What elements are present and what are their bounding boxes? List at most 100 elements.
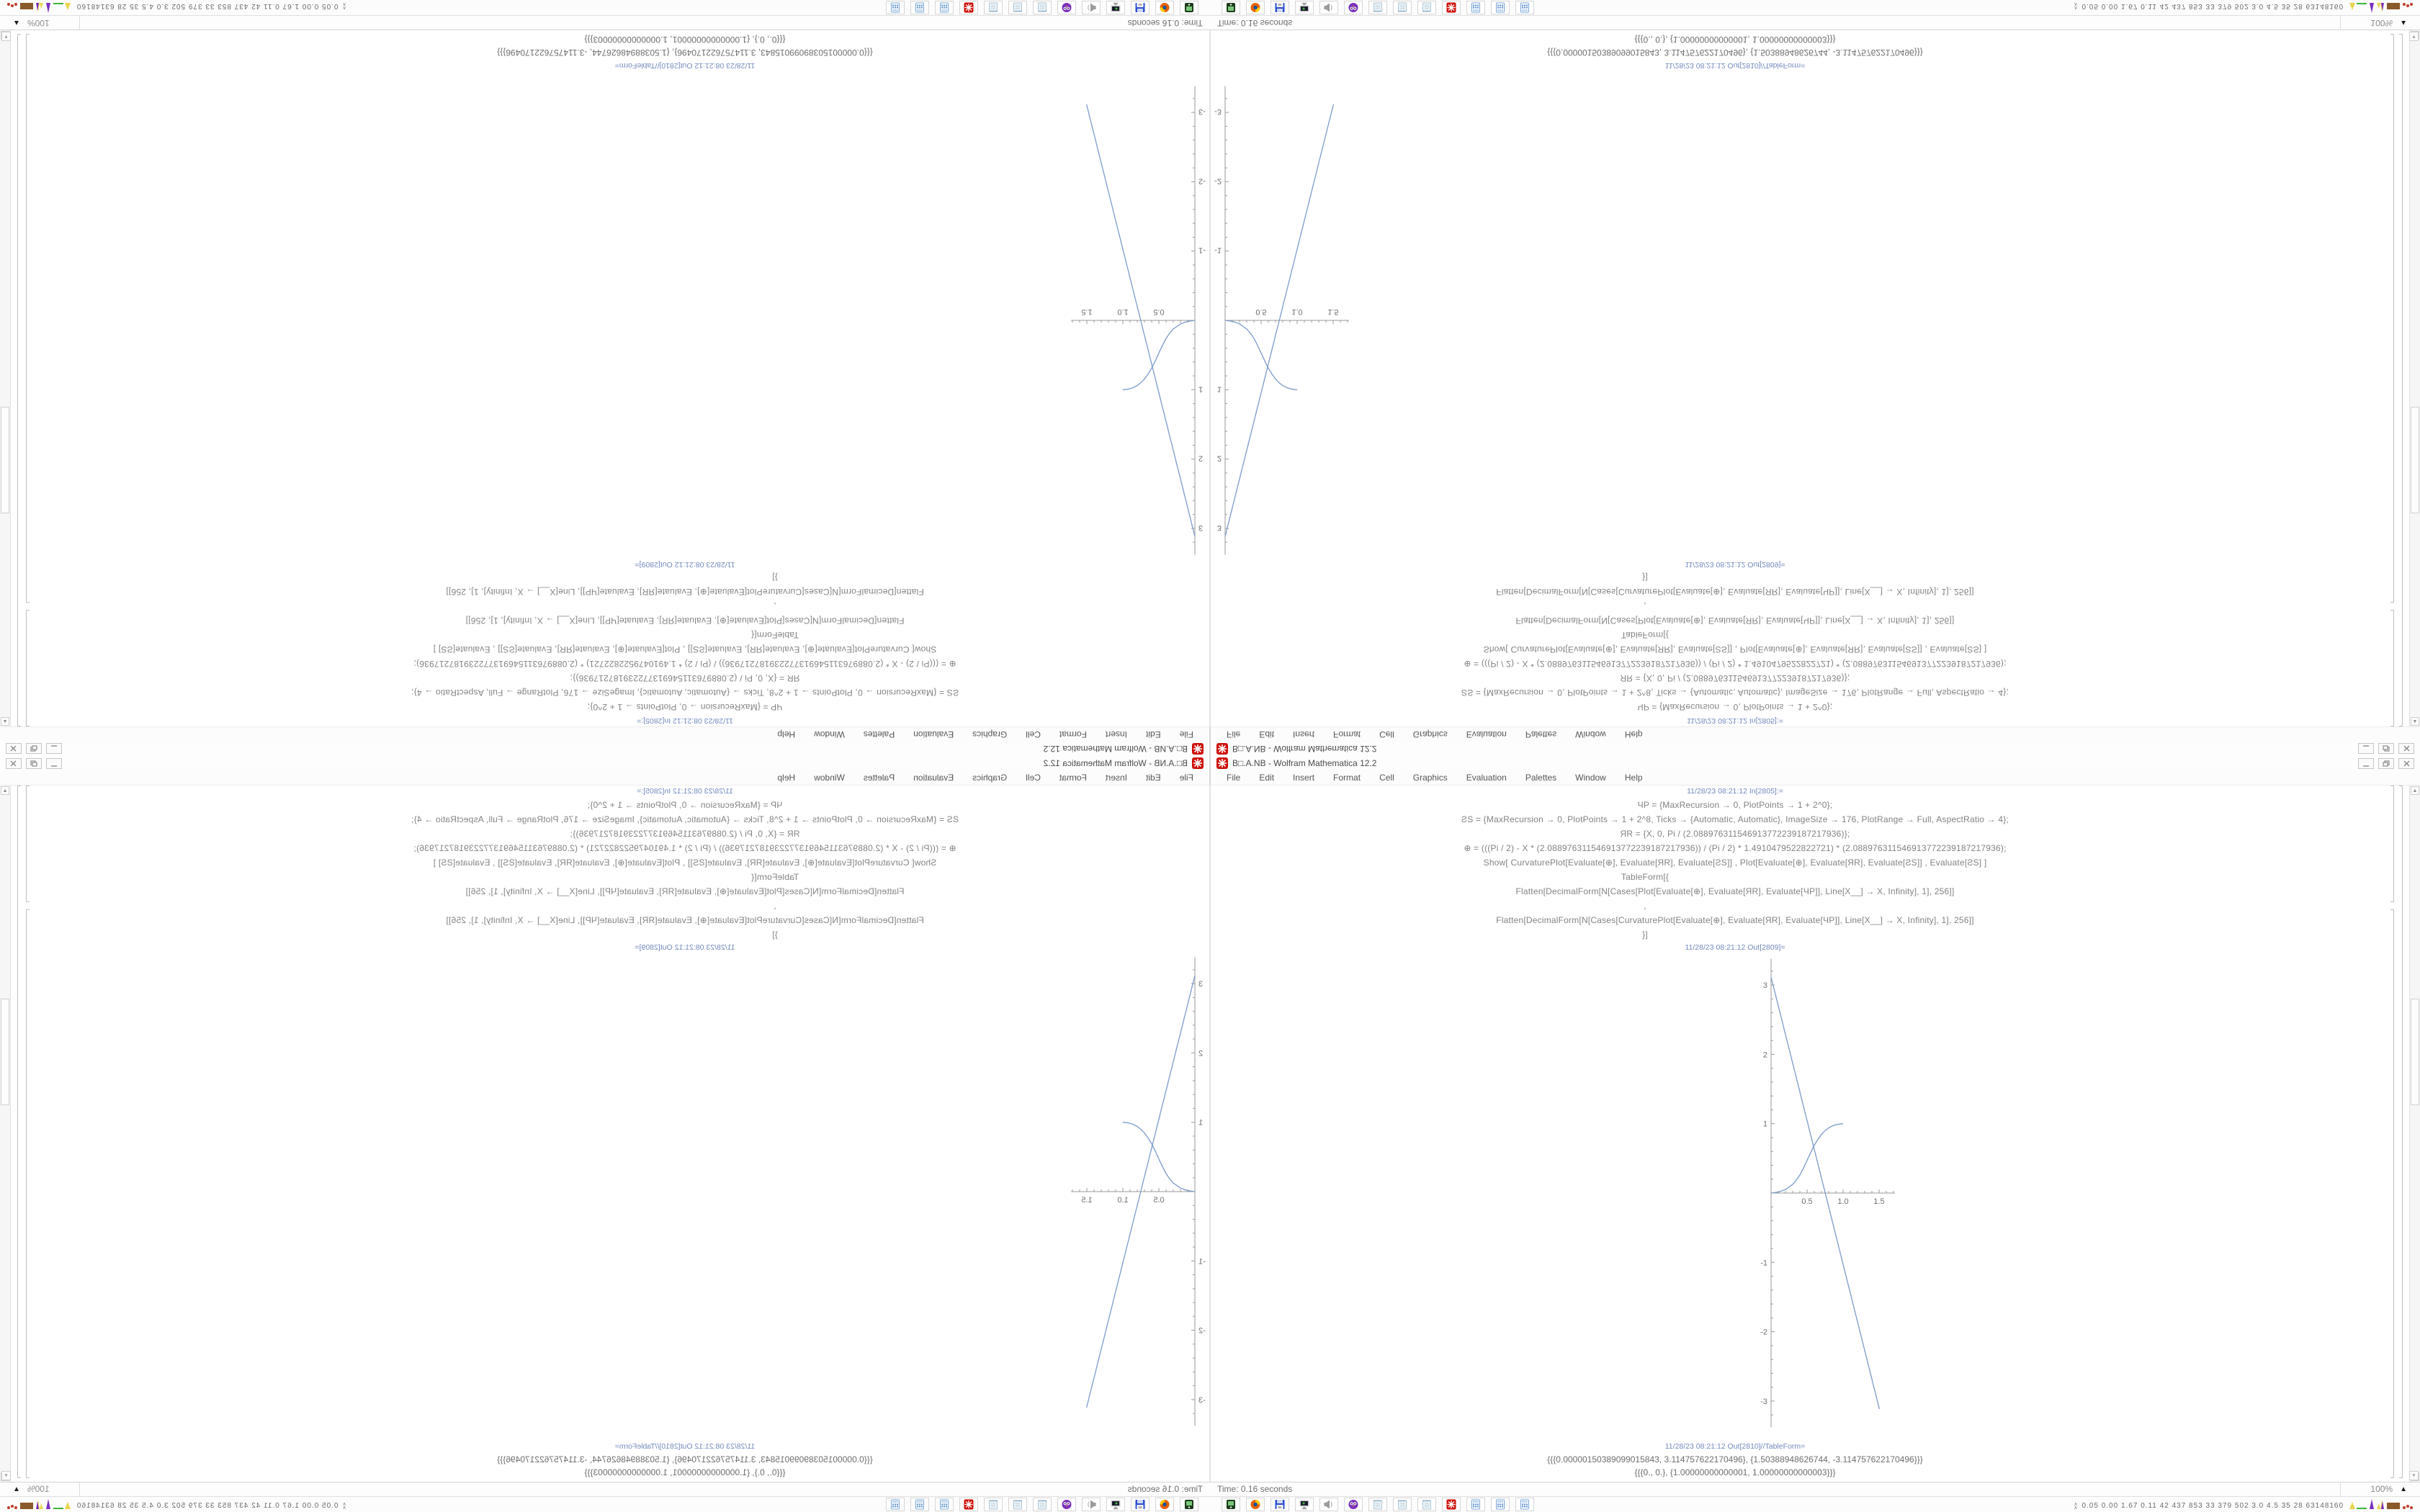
code-line[interactable]: ,	[774, 601, 776, 611]
menu-help[interactable]: Help	[777, 729, 796, 739]
menu-window[interactable]: Window	[814, 729, 845, 739]
window-titlebar[interactable]: B□.A.NB - Wolfram Mathematica 12.2	[0, 742, 1210, 756]
code-line[interactable]: Show[ CurvaturePlot[Evaluate[⊕], Evaluat…	[433, 644, 937, 654]
menu-edit[interactable]: Edit	[1145, 773, 1161, 783]
window-corner-dropdown-icon[interactable]: ▾	[1, 32, 11, 41]
launcher-firefox-icon[interactable]	[1246, 1, 1265, 14]
input-code-cell[interactable]: ЧP = {MaxRecursion → 0, PlotPoints → 1 +…	[1211, 798, 2259, 942]
code-line[interactable]: ЯR = {X, 0, Pi / (2.08897631154691377223…	[1620, 829, 1850, 839]
magnification-value[interactable]: 100%	[27, 18, 50, 28]
scrollbar-thumb[interactable]	[2411, 407, 2419, 513]
cell-bracket-input[interactable]	[2390, 610, 2394, 726]
launcher-speaker-icon[interactable]	[1319, 1498, 1338, 1511]
close-button[interactable]	[6, 758, 22, 769]
menu-cell[interactable]: Cell	[1379, 773, 1394, 783]
code-line[interactable]: Flatten[DecimalForm[N[Cases[Plot[Evaluat…	[465, 616, 905, 626]
code-line[interactable]: ƧS = {MaxRecursion → 0, PlotPoints → 1 +…	[411, 688, 959, 698]
input-code-cell[interactable]: ЧP = {MaxRecursion → 0, PlotPoints → 1 +…	[1211, 570, 2259, 714]
launcher-speaker-icon[interactable]	[1082, 1498, 1101, 1511]
launcher-green-device-icon[interactable]	[1222, 1498, 1240, 1511]
launcher-calculator-icon[interactable]	[935, 1498, 954, 1511]
launcher-notepad-icon[interactable]	[1008, 1498, 1027, 1511]
code-line[interactable]: ƧS = {MaxRecursion → 0, PlotPoints → 1 +…	[1461, 688, 2009, 698]
launcher-calculator-icon[interactable]	[910, 1498, 929, 1511]
menu-cell[interactable]: Cell	[1026, 773, 1041, 783]
close-button[interactable]	[6, 743, 22, 754]
restore-button[interactable]	[2378, 758, 2394, 769]
code-line[interactable]: ƧS = {MaxRecursion → 0, PlotPoints → 1 +…	[1461, 814, 2009, 824]
launcher-firefox-icon[interactable]	[1246, 1498, 1265, 1511]
code-line[interactable]: Flatten[DecimalForm[N[Cases[Plot[Evaluat…	[1515, 886, 1955, 896]
menu-help[interactable]: Help	[1624, 773, 1643, 783]
menu-edit[interactable]: Edit	[1145, 729, 1161, 739]
code-line[interactable]: Flatten[DecimalForm[N[Cases[CurvaturePlo…	[446, 587, 924, 597]
menu-help[interactable]: Help	[777, 773, 796, 783]
window-corner-dropdown-icon[interactable]: ▾	[2409, 32, 2419, 41]
vertical-scrollbar[interactable]: ▲ ▼	[0, 30, 11, 726]
code-line[interactable]: ⊕ = (((Pi / 2) - X * (2.0889763115469137…	[413, 843, 956, 853]
menu-cell[interactable]: Cell	[1026, 729, 1041, 739]
launcher-mathematica-gear-icon[interactable]	[1442, 1, 1461, 14]
magnification-popup-icon[interactable]: ▲	[2400, 19, 2407, 27]
code-line[interactable]: TableForm[{	[750, 630, 799, 640]
menu-palettes[interactable]: Palettes	[1525, 729, 1557, 739]
magnification-popup-icon[interactable]: ▲	[2400, 1485, 2407, 1493]
code-line[interactable]: Show[ CurvaturePlot[Evaluate[⊕], Evaluat…	[1483, 858, 1987, 868]
minimize-button[interactable]	[46, 758, 62, 769]
code-line[interactable]: }]	[1642, 572, 1648, 582]
menu-help[interactable]: Help	[1624, 729, 1643, 739]
cell-bracket-output-group[interactable]	[26, 34, 30, 603]
window-titlebar[interactable]: B□.A.NB - Wolfram Mathematica 12.2	[1210, 756, 2420, 770]
menu-palettes[interactable]: Palettes	[863, 773, 895, 783]
magnification-value[interactable]: 100%	[2370, 1484, 2393, 1494]
code-line[interactable]: Flatten[DecimalForm[N[Cases[CurvaturePlo…	[1496, 915, 1974, 925]
launcher-calculator-icon[interactable]	[1491, 1498, 1510, 1511]
launcher-mathematica-gear-icon[interactable]	[1442, 1498, 1461, 1511]
code-line[interactable]: Flatten[DecimalForm[N[Cases[CurvaturePlo…	[446, 915, 924, 925]
menu-format[interactable]: Format	[1059, 729, 1087, 739]
launcher-mathematica-gear-icon[interactable]	[959, 1, 978, 14]
launcher-monitor-icon[interactable]	[1106, 1498, 1125, 1511]
scrollbar-thumb[interactable]	[1, 999, 9, 1105]
cell-bracket-output-group[interactable]	[2390, 909, 2394, 1478]
menu-graphics[interactable]: Graphics	[1412, 773, 1448, 783]
launcher-notepad-icon[interactable]	[1417, 1, 1436, 14]
menu-window[interactable]: Window	[1575, 773, 1606, 783]
code-line[interactable]: }]	[1642, 930, 1648, 940]
launcher-owl-icon[interactable]	[1057, 1, 1076, 14]
close-button[interactable]	[2398, 743, 2414, 754]
launcher-notepad-icon[interactable]	[1033, 1498, 1052, 1511]
menu-insert[interactable]: Insert	[1105, 729, 1127, 739]
code-line[interactable]: Flatten[DecimalForm[N[Cases[Plot[Evaluat…	[465, 886, 905, 896]
code-line[interactable]: ⊕ = (((Pi / 2) - X * (2.0889763115469137…	[413, 659, 956, 669]
restore-button[interactable]	[2378, 743, 2394, 754]
menu-window[interactable]: Window	[1575, 729, 1606, 739]
launcher-firefox-icon[interactable]	[1155, 1498, 1174, 1511]
menu-evaluation[interactable]: Evaluation	[1466, 729, 1507, 739]
menu-window[interactable]: Window	[814, 773, 845, 783]
launcher-firefox-icon[interactable]	[1155, 1, 1174, 14]
scroll-up-button[interactable]: ▲	[1, 786, 9, 795]
launcher-calculator-icon[interactable]	[935, 1, 954, 14]
menu-palettes[interactable]: Palettes	[1525, 773, 1557, 783]
magnification-popup-icon[interactable]: ▲	[13, 1485, 20, 1493]
menu-insert[interactable]: Insert	[1293, 773, 1315, 783]
cell-bracket-output-group[interactable]	[26, 909, 30, 1478]
vertical-scrollbar[interactable]: ▲ ▼	[2409, 786, 2420, 1482]
menu-format[interactable]: Format	[1333, 729, 1361, 739]
menu-evaluation[interactable]: Evaluation	[1466, 773, 1507, 783]
menu-graphics[interactable]: Graphics	[972, 729, 1008, 739]
output-plot-cell[interactable]: 3 2 1 -1 -2 -3 0.5 1.0 1.5	[161, 954, 1209, 1441]
window-corner-dropdown-icon[interactable]: ▾	[2409, 1471, 2419, 1480]
launcher-floppy-disk-icon[interactable]: 64	[1270, 1, 1289, 14]
scroll-up-button[interactable]: ▲	[2411, 717, 2419, 726]
launcher-monitor-icon[interactable]	[1295, 1, 1314, 14]
code-line[interactable]: }]	[772, 572, 778, 582]
launcher-calculator-icon[interactable]	[1466, 1498, 1485, 1511]
cell-bracket-input[interactable]	[26, 786, 30, 902]
magnification-value[interactable]: 100%	[2370, 18, 2393, 28]
menu-format[interactable]: Format	[1333, 773, 1361, 783]
launcher-notepad-icon[interactable]	[1393, 1498, 1412, 1511]
code-line[interactable]: Show[ CurvaturePlot[Evaluate[⊕], Evaluat…	[433, 858, 937, 868]
code-line[interactable]: ЧP = {MaxRecursion → 0, PlotPoints → 1 +…	[1637, 702, 1833, 712]
